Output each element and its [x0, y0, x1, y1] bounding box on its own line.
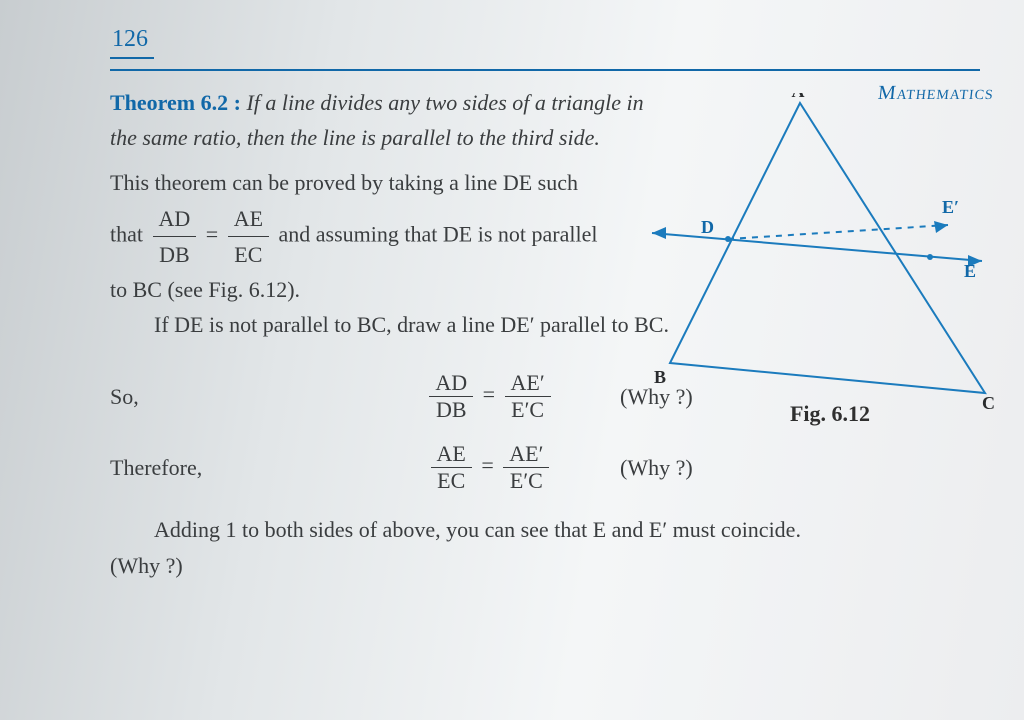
closing-text: Adding 1 to both sides of above, you can…	[110, 512, 980, 582]
so-label: So,	[110, 384, 360, 410]
proof-line-3: to BC (see Fig. 6.12).	[110, 272, 670, 307]
vertex-e-label: E	[964, 261, 976, 281]
frac-num: AE′	[505, 370, 551, 397]
frac-den: EC	[228, 237, 269, 272]
vertex-b-label: B	[654, 367, 666, 387]
frac-den: EC	[431, 468, 472, 494]
proof-line-2-suffix: and assuming that DE is not parallel	[279, 221, 598, 246]
header-rule	[110, 69, 980, 71]
proof-line-2-prefix: that	[110, 221, 143, 246]
fraction-ad-db-2: AD DB	[429, 370, 473, 423]
equals-sign: =	[481, 453, 493, 478]
proof-line-4-text: If DE is not parallel to BC, draw a line…	[154, 312, 669, 337]
vertex-d-label: D	[701, 217, 714, 237]
textbook-page: 126 Mathematics Theorem 6.2 : If a line …	[0, 0, 1024, 720]
frac-den: DB	[153, 237, 197, 272]
fraction-ae-ec: AE EC	[228, 201, 269, 272]
closing-why: (Why ?)	[110, 553, 183, 578]
frac-num: AE	[228, 201, 269, 237]
frac-den: E′C	[503, 468, 549, 494]
fraction-aep-epc-2: AE′ E′C	[503, 441, 549, 494]
therefore-label: Therefore,	[110, 455, 360, 481]
fraction-ae-ec-2: AE EC	[431, 441, 472, 494]
figure-caption: Fig. 6.12	[790, 401, 870, 427]
proof-text: This theorem can be proved by taking a l…	[110, 165, 670, 342]
figure-6-12: A B C D E E′	[630, 93, 1000, 413]
vertex-eprime-label: E′	[942, 197, 959, 217]
equation-therefore: Therefore, AE EC = AE′ E′C (Why ?)	[110, 441, 980, 494]
therefore-math: AE EC = AE′ E′C	[360, 441, 620, 494]
fraction-aep-epc: AE′ E′C	[505, 370, 551, 423]
proof-line-4: If DE is not parallel to BC, draw a line…	[110, 307, 670, 342]
vertex-a-label: A	[792, 93, 805, 101]
theorem-block: Theorem 6.2 : If a line divides any two …	[110, 85, 670, 155]
frac-num: AD	[429, 370, 473, 397]
frac-num: AE	[431, 441, 472, 468]
frac-num: AE′	[503, 441, 549, 468]
frac-num: AD	[153, 201, 197, 237]
fraction-ad-db: AD DB	[153, 201, 197, 272]
page-number: 126	[110, 26, 154, 59]
frac-den: DB	[429, 397, 473, 423]
proof-line-2: that AD DB = AE EC and assuming that DE …	[110, 201, 670, 272]
equals-sign: =	[206, 221, 218, 246]
equals-sign: =	[483, 382, 495, 407]
proof-line-1: This theorem can be proved by taking a l…	[110, 165, 670, 200]
closing-sentence: Adding 1 to both sides of above, you can…	[154, 517, 801, 542]
theorem-label: Theorem 6.2 :	[110, 90, 241, 115]
body: Theorem 6.2 : If a line divides any two …	[110, 85, 980, 583]
therefore-why: (Why ?)	[620, 455, 693, 481]
so-math: AD DB = AE′ E′C	[360, 370, 620, 423]
frac-den: E′C	[505, 397, 551, 423]
vertex-c-label: C	[982, 393, 995, 413]
